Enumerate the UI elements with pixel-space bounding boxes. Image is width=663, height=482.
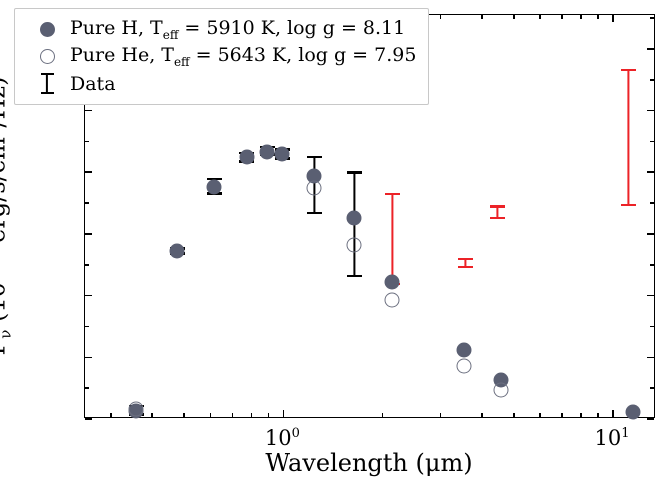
y-axis-tick — [85, 109, 92, 112]
y-axis-minor-tick — [85, 264, 89, 266]
x-axis-tick-label: 101 — [594, 426, 630, 450]
y-axis-units: erg/s/cm — [0, 137, 11, 243]
x-axis-minor-tick — [250, 413, 253, 417]
y-axis-tick — [647, 356, 654, 359]
model-point-pure-he — [128, 401, 144, 417]
model-point-pure-h — [274, 146, 290, 162]
legend-sub-1: eff — [173, 54, 190, 69]
filled-circle-icon — [24, 22, 70, 37]
legend-label-pure-h: Pure H, Teff = 5910 K, log g = 8.11 — [70, 17, 405, 42]
model-point-pure-he — [306, 180, 322, 196]
x-axis-minor-tick — [151, 413, 154, 417]
x-axis-minor-tick — [183, 413, 185, 417]
data-errorbar — [384, 192, 400, 286]
model-point-pure-he — [384, 292, 400, 308]
y-axis-minor-tick — [650, 264, 654, 266]
x-axis-tick-label: 100 — [264, 426, 300, 450]
x-axis-minor-tick — [539, 413, 541, 417]
x-axis-minor-tick — [580, 15, 582, 19]
legend-pre-1: Pure He, T — [70, 44, 174, 67]
model-point-pure-h — [239, 149, 255, 165]
x-axis-title: Wavelength (μm) — [265, 449, 473, 477]
model-point-pure-h — [306, 168, 322, 184]
x-axis-tick — [282, 410, 285, 417]
legend-pre-0: Pure H, T — [70, 17, 163, 40]
legend-item-pure-h: Pure H, Teff = 5910 K, log g = 8.11 — [24, 16, 416, 43]
x-axis-minor-tick — [209, 413, 212, 417]
y-axis-minor-tick — [650, 17, 654, 19]
model-point-pure-he — [456, 358, 472, 374]
x-axis-minor-tick — [481, 413, 483, 417]
errorbar-icon — [24, 73, 70, 94]
model-point-pure-h — [169, 243, 185, 259]
y-axis-tick — [647, 48, 654, 50]
y-axis-minor-tick — [650, 202, 654, 204]
x-axis-minor-tick — [267, 413, 270, 417]
x-axis-minor-tick — [110, 413, 112, 417]
legend-label-pure-he: Pure He, Teff = 5643 K, log g = 7.95 — [70, 44, 416, 69]
y-axis-title-text: Fν (10−26 erg/s/cm2/Hz) — [0, 76, 14, 356]
y-axis-minor-tick — [85, 387, 89, 389]
y-axis-minor-tick — [650, 325, 654, 328]
data-errorbar — [458, 257, 474, 269]
model-point-pure-he — [346, 237, 362, 253]
model-point-pure-h — [259, 144, 275, 160]
y-axis-title: Fν (10−26 erg/s/cm2/Hz) — [0, 77, 14, 356]
x-axis-minor-tick — [439, 15, 442, 19]
x-axis-minor-tick — [513, 15, 515, 19]
open-circle-icon — [24, 49, 70, 64]
y-axis-tick — [85, 171, 92, 174]
model-point-pure-h — [384, 274, 400, 290]
y-axis-minor-tick — [650, 140, 654, 143]
x-axis-minor-tick — [597, 413, 599, 417]
model-point-pure-h — [346, 210, 362, 226]
legend-label-data: Data — [70, 72, 116, 95]
x-axis-minor-tick — [481, 15, 483, 19]
y-axis-tick — [85, 418, 92, 420]
x-axis-tick — [612, 15, 614, 22]
y-axis-tick — [647, 294, 654, 297]
y-axis-tick — [85, 294, 92, 297]
y-axis-tick — [647, 418, 654, 420]
data-errorbar — [620, 68, 636, 207]
legend: Pure H, Teff = 5910 K, log g = 8.11 Pure… — [14, 8, 430, 105]
legend-sub-0: eff — [162, 27, 179, 42]
plot-overlay — [84, 14, 655, 420]
x-axis-minor-tick — [597, 15, 599, 19]
x-axis-tick — [612, 410, 614, 417]
model-point-pure-h — [456, 342, 472, 358]
y-axis-minor-tick — [85, 140, 89, 143]
y-axis-minor-tick — [85, 202, 89, 204]
x-axis-minor-tick — [513, 413, 515, 417]
y-axis-tick — [647, 233, 654, 235]
legend-post-1: = 5643 K, log g = 7.95 — [189, 44, 417, 67]
data-errorbar — [490, 205, 506, 220]
x-axis-minor-tick — [231, 413, 234, 417]
x-axis-minor-tick — [381, 413, 384, 417]
model-point-pure-h — [206, 179, 222, 195]
x-axis-minor-tick — [561, 413, 563, 417]
y-axis-minor-tick — [85, 325, 89, 328]
y-axis-mid: (10 — [0, 282, 11, 323]
x-axis-minor-tick — [580, 413, 582, 417]
y-axis-tick — [85, 233, 92, 235]
x-axis-minor-tick — [439, 413, 442, 417]
y-axis-tick — [647, 109, 654, 112]
y-axis-nu-sub: ν — [0, 330, 14, 339]
y-axis-minor-tick — [650, 387, 654, 389]
y-axis-tail: /Hz) — [0, 76, 11, 128]
x-axis-minor-tick — [539, 15, 541, 19]
model-point-pure-h — [625, 404, 641, 420]
legend-post-0: = 5910 K, log g = 8.11 — [178, 17, 406, 40]
legend-item-data: Data — [24, 70, 416, 97]
model-point-pure-he — [493, 382, 509, 398]
x-axis-minor-tick — [561, 15, 563, 19]
y-axis-minor-tick — [650, 78, 654, 81]
y-axis-tick — [85, 356, 92, 359]
y-axis-tick — [647, 171, 654, 174]
legend-item-pure-he: Pure He, Teff = 5643 K, log g = 7.95 — [24, 43, 416, 70]
